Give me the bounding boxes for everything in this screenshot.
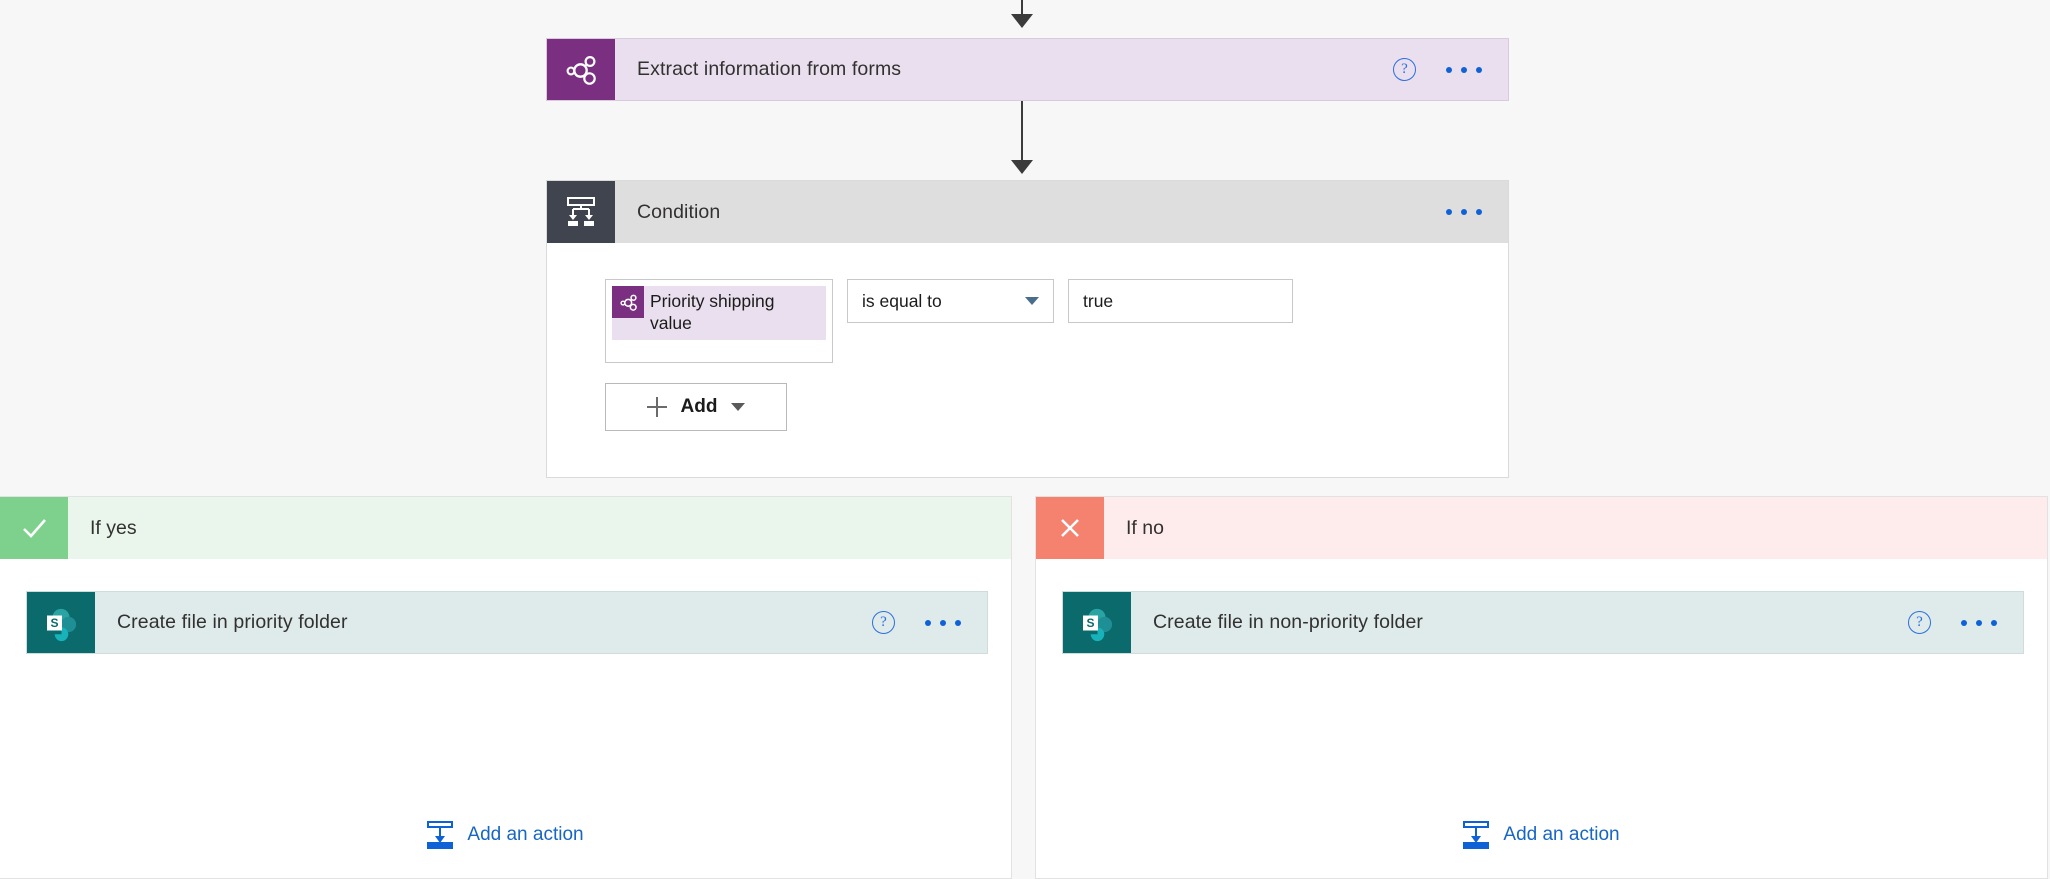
dynamic-content-token-label: Priority shipping value <box>650 291 775 333</box>
action-card-extract-information[interactable]: Extract information from forms ? <box>546 38 1509 101</box>
help-icon[interactable]: ? <box>1908 611 1931 634</box>
help-icon[interactable]: ? <box>872 611 895 634</box>
condition-body: Priority shipping value is equal to true… <box>547 243 1508 477</box>
action-card-create-file-non-priority[interactable]: S Create file in non-priority folder ? <box>1062 591 2024 654</box>
condition-title: Condition <box>637 200 721 223</box>
svg-text:S: S <box>1086 615 1094 629</box>
action-card-create-file-priority[interactable]: S Create file in priority folder ? <box>26 591 988 654</box>
ellipsis-menu-icon[interactable] <box>1446 201 1482 224</box>
condition-value-text: true <box>1083 290 1114 311</box>
dynamic-content-token[interactable]: Priority shipping value <box>612 286 826 340</box>
help-icon[interactable]: ? <box>1393 58 1416 81</box>
add-condition-button-label: Add <box>680 396 718 417</box>
ellipsis-menu-icon[interactable] <box>1961 611 1997 634</box>
branch-if-yes-header: If yes <box>0 497 1011 559</box>
add-an-action-link[interactable]: Add an action <box>1036 821 2047 849</box>
insert-action-icon <box>427 821 454 849</box>
chevron-down-icon[interactable] <box>1025 297 1039 305</box>
branch-if-no: If no S Create file in non-priority fold… <box>1035 496 2048 879</box>
ellipsis-menu-icon[interactable] <box>925 611 961 634</box>
sharepoint-icon: S <box>1063 592 1131 653</box>
insert-action-icon <box>1463 821 1490 849</box>
connector-line-top <box>1021 0 1023 16</box>
condition-value-input[interactable]: true <box>1068 279 1293 323</box>
connector-arrow-to-condition <box>1011 160 1033 174</box>
condition-header[interactable]: Condition <box>547 181 1508 243</box>
action-card-controls: ? <box>1393 39 1508 100</box>
condition-icon <box>547 181 615 243</box>
branch-if-no-header: If no <box>1036 497 2047 559</box>
action-card-title: Extract information from forms <box>637 58 902 80</box>
add-condition-button[interactable]: Add <box>605 383 787 431</box>
branch-if-yes-label: If yes <box>90 516 137 539</box>
close-icon <box>1036 497 1104 559</box>
condition-operator-select[interactable]: is equal to <box>847 279 1054 323</box>
condition-controls <box>1446 181 1508 243</box>
add-an-action-link[interactable]: Add an action <box>0 821 1011 849</box>
action-card-title: Create file in non-priority folder <box>1153 611 1424 633</box>
add-an-action-label: Add an action <box>1503 824 1620 845</box>
condition-left-operand-field[interactable]: Priority shipping value <box>605 279 833 363</box>
condition-operator-value: is equal to <box>862 290 942 311</box>
sharepoint-icon: S <box>27 592 95 653</box>
action-card-controls: ? <box>1908 592 2023 653</box>
chevron-down-icon[interactable] <box>731 403 746 411</box>
ai-builder-icon <box>612 286 644 318</box>
svg-text:S: S <box>50 615 58 629</box>
check-icon <box>0 497 68 559</box>
action-card-controls: ? <box>872 592 987 653</box>
action-card-title: Create file in priority folder <box>117 611 348 633</box>
connector-line-middle <box>1021 101 1023 163</box>
branch-if-no-label: If no <box>1126 516 1164 539</box>
condition-expression-row: Priority shipping value is equal to true <box>605 279 1508 363</box>
plus-icon <box>646 397 667 417</box>
action-card-condition[interactable]: Condition <box>546 180 1509 478</box>
add-an-action-label: Add an action <box>467 824 584 845</box>
ellipsis-menu-icon[interactable] <box>1446 58 1482 81</box>
ai-builder-icon <box>547 39 615 100</box>
connector-arrow-to-extract <box>1011 14 1033 28</box>
branch-if-yes: If yes S Create file in priority folder … <box>0 496 1012 879</box>
